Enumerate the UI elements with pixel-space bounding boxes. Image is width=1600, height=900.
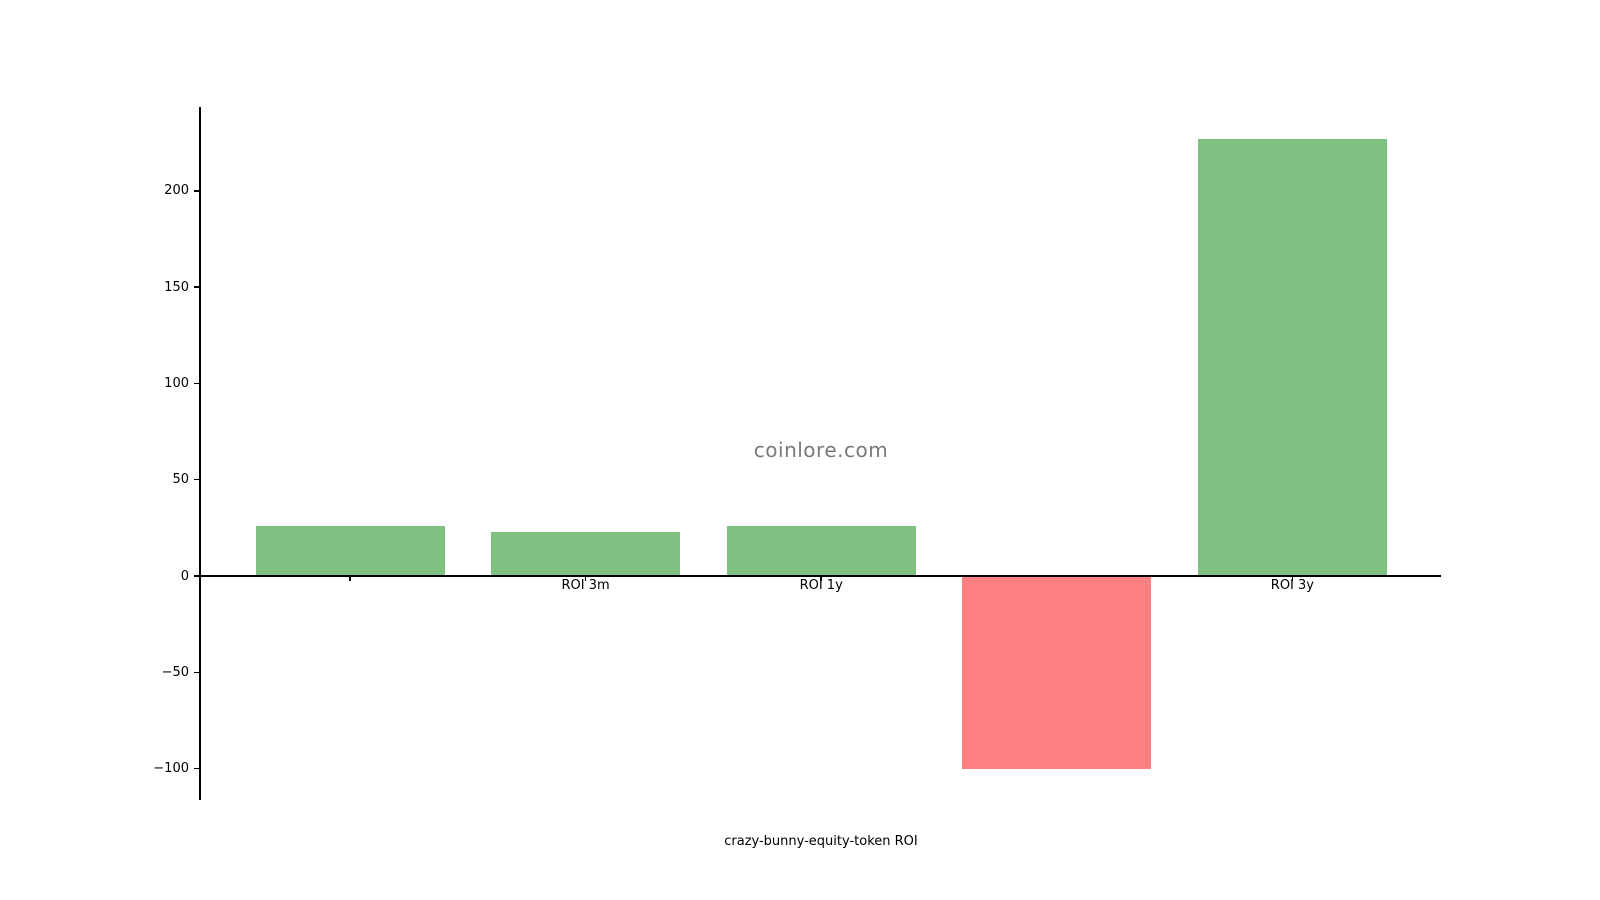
y-tick [194, 575, 199, 577]
bar-roi-1y [726, 525, 916, 576]
y-axis-spine [199, 107, 201, 800]
y-tick [194, 767, 199, 770]
y-tick-label: 50 [172, 472, 189, 488]
y-tick-label: −100 [153, 761, 189, 777]
y-tick [194, 478, 199, 481]
y-tick-label: 150 [164, 279, 189, 295]
y-tick [194, 671, 199, 674]
y-tick [194, 382, 199, 385]
y-tick-label: 100 [164, 375, 189, 391]
x-axis-line [199, 575, 1441, 577]
x-tick [349, 576, 351, 581]
bar-segment-4 [962, 576, 1152, 769]
y-tick [194, 190, 199, 192]
bar-roi-3m [491, 531, 681, 576]
x-tick [820, 576, 822, 581]
y-tick-label: 200 [164, 183, 189, 199]
bar-segment-1 [255, 525, 445, 576]
x-tick-label: ROI 1y [799, 578, 843, 593]
x-tick-label: ROI 3m [561, 578, 610, 593]
x-tick [1291, 576, 1294, 581]
x-tick [584, 576, 587, 581]
chart-title: crazy-bunny-equity-token ROI [724, 834, 918, 849]
x-tick-label: ROI 3y [1270, 578, 1314, 593]
y-tick-label: −50 [161, 664, 189, 680]
y-tick [194, 286, 199, 288]
bar-roi-3y [1197, 138, 1387, 576]
watermark: coinlore.com [753, 438, 889, 462]
y-tick-label: 0 [180, 568, 189, 584]
